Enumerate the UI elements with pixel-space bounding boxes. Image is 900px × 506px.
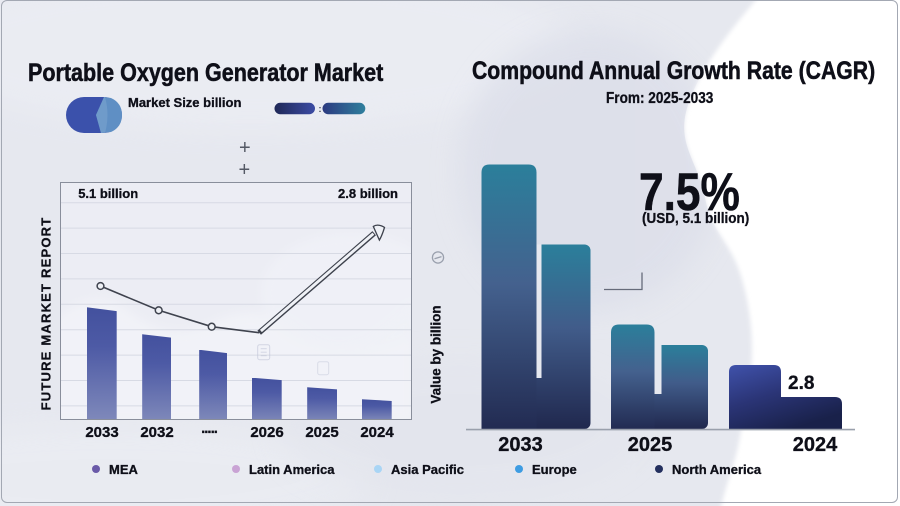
svg-text::: : xyxy=(319,104,322,114)
